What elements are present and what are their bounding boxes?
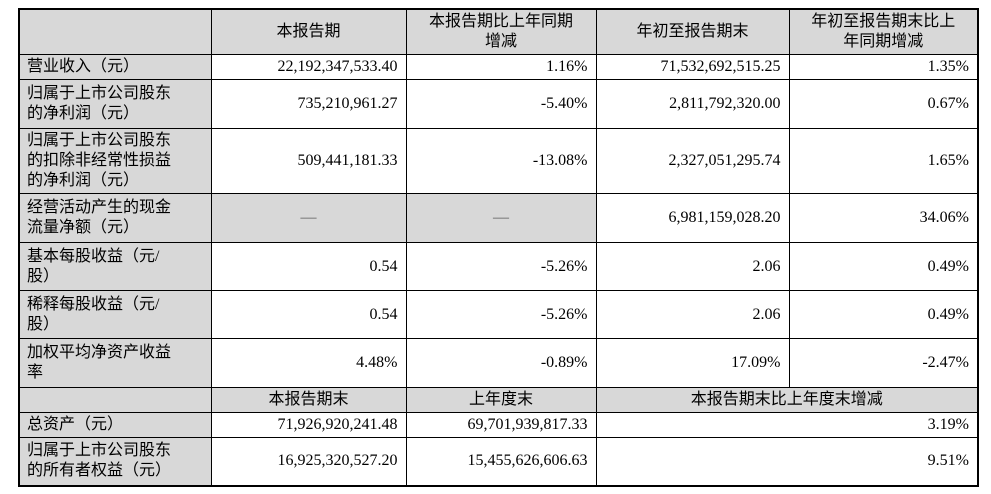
- value-cell: 2,811,792,320.00: [595, 79, 790, 129]
- col-header-current-period: 本报告期: [210, 8, 407, 55]
- value-cell: 2,327,051,295.74: [595, 128, 790, 194]
- col-header-period-end-vs-prev: 本报告期末比上年度末增减: [595, 387, 979, 413]
- financial-summary-table: 本报告期 本报告期比上年同期增减 年初至报告期末 年初至报告期末比上年同期增减 …: [18, 8, 979, 487]
- value-cell: 6,981,159,028.20: [595, 193, 790, 243]
- row-label: 加权平均净资产收益率: [18, 338, 212, 388]
- row-label: 归属于上市公司股东的所有者权益（元）: [18, 437, 212, 486]
- col-header-period-end: 本报告期末: [210, 387, 407, 413]
- value-cell: -5.40%: [405, 79, 597, 129]
- value-cell: 0.49%: [788, 290, 979, 339]
- row-label: 总资产（元）: [18, 412, 212, 438]
- row-operating-cash-flow: 经营活动产生的现金流量净额（元） — — 6,981,159,028.20 34…: [18, 193, 979, 243]
- value-cell: 0.67%: [788, 79, 979, 129]
- row-equity: 归属于上市公司股东的所有者权益（元） 16,925,320,527.20 15,…: [18, 437, 979, 486]
- value-cell: 3.19%: [595, 412, 979, 438]
- row-net-profit-excl-nonrecurring: 归属于上市公司股东的扣除非经常性损益的净利润（元） 509,441,181.33…: [18, 128, 979, 194]
- value-cell: 1.65%: [788, 128, 979, 194]
- value-cell: 17.09%: [595, 338, 790, 388]
- value-cell: -2.47%: [788, 338, 979, 388]
- row-diluted-eps: 稀释每股收益（元/股） 0.54 -5.26% 2.06 0.49%: [18, 290, 979, 339]
- value-cell: -0.89%: [405, 338, 597, 388]
- col-header-prev-year-end: 上年度末: [405, 387, 597, 413]
- row-operating-revenue: 营业收入（元） 22,192,347,533.40 1.16% 71,532,6…: [18, 54, 979, 80]
- value-cell: -5.26%: [405, 290, 597, 339]
- value-cell: 2.06: [595, 290, 790, 339]
- value-cell: 0.49%: [788, 242, 979, 291]
- dash-cell: —: [210, 193, 407, 243]
- value-cell: 22,192,347,533.40: [210, 54, 407, 80]
- value-cell: 71,532,692,515.25: [595, 54, 790, 80]
- header-row-yearend: 本报告期末 上年度末 本报告期末比上年度末增减: [18, 387, 979, 413]
- row-label: 基本每股收益（元/股）: [18, 242, 212, 291]
- row-basic-eps: 基本每股收益（元/股） 0.54 -5.26% 2.06 0.49%: [18, 242, 979, 291]
- value-cell: 509,441,181.33: [210, 128, 407, 194]
- value-cell: 15,455,626,606.63: [405, 437, 597, 486]
- value-cell: -13.08%: [405, 128, 597, 194]
- header-row-period: 本报告期 本报告期比上年同期增减 年初至报告期末 年初至报告期末比上年同期增减: [18, 8, 979, 55]
- value-cell: 0.54: [210, 290, 407, 339]
- row-label: 归属于上市公司股东的净利润（元）: [18, 79, 212, 129]
- value-cell: -5.26%: [405, 242, 597, 291]
- row-weighted-avg-roe: 加权平均净资产收益率 4.48% -0.89% 17.09% -2.47%: [18, 338, 979, 388]
- value-cell: 735,210,961.27: [210, 79, 407, 129]
- dash-cell: —: [405, 193, 597, 243]
- row-total-assets: 总资产（元） 71,926,920,241.48 69,701,939,817.…: [18, 412, 979, 438]
- financial-summary-table-wrap: 本报告期 本报告期比上年同期增减 年初至报告期末 年初至报告期末比上年同期增减 …: [18, 8, 979, 487]
- row-label: 稀释每股收益（元/股）: [18, 290, 212, 339]
- value-cell: 0.54: [210, 242, 407, 291]
- row-label: 归属于上市公司股东的扣除非经常性损益的净利润（元）: [18, 128, 212, 194]
- col-header-ytd: 年初至报告期末: [595, 8, 790, 55]
- value-cell: 69,701,939,817.33: [405, 412, 597, 438]
- col-header-current-period-yoy: 本报告期比上年同期增减: [405, 8, 597, 55]
- row-label: 经营活动产生的现金流量净额（元）: [18, 193, 212, 243]
- value-cell: 9.51%: [595, 437, 979, 486]
- row-label: 营业收入（元）: [18, 54, 212, 80]
- value-cell: 34.06%: [788, 193, 979, 243]
- value-cell: 4.48%: [210, 338, 407, 388]
- col-header-ytd-yoy: 年初至报告期末比上年同期增减: [788, 8, 979, 55]
- value-cell: 16,925,320,527.20: [210, 437, 407, 486]
- value-cell: 71,926,920,241.48: [210, 412, 407, 438]
- value-cell: 1.16%: [405, 54, 597, 80]
- row-net-profit: 归属于上市公司股东的净利润（元） 735,210,961.27 -5.40% 2…: [18, 79, 979, 129]
- value-cell: 1.35%: [788, 54, 979, 80]
- corner-cell: [18, 8, 212, 55]
- corner-cell: [18, 387, 212, 413]
- value-cell: 2.06: [595, 242, 790, 291]
